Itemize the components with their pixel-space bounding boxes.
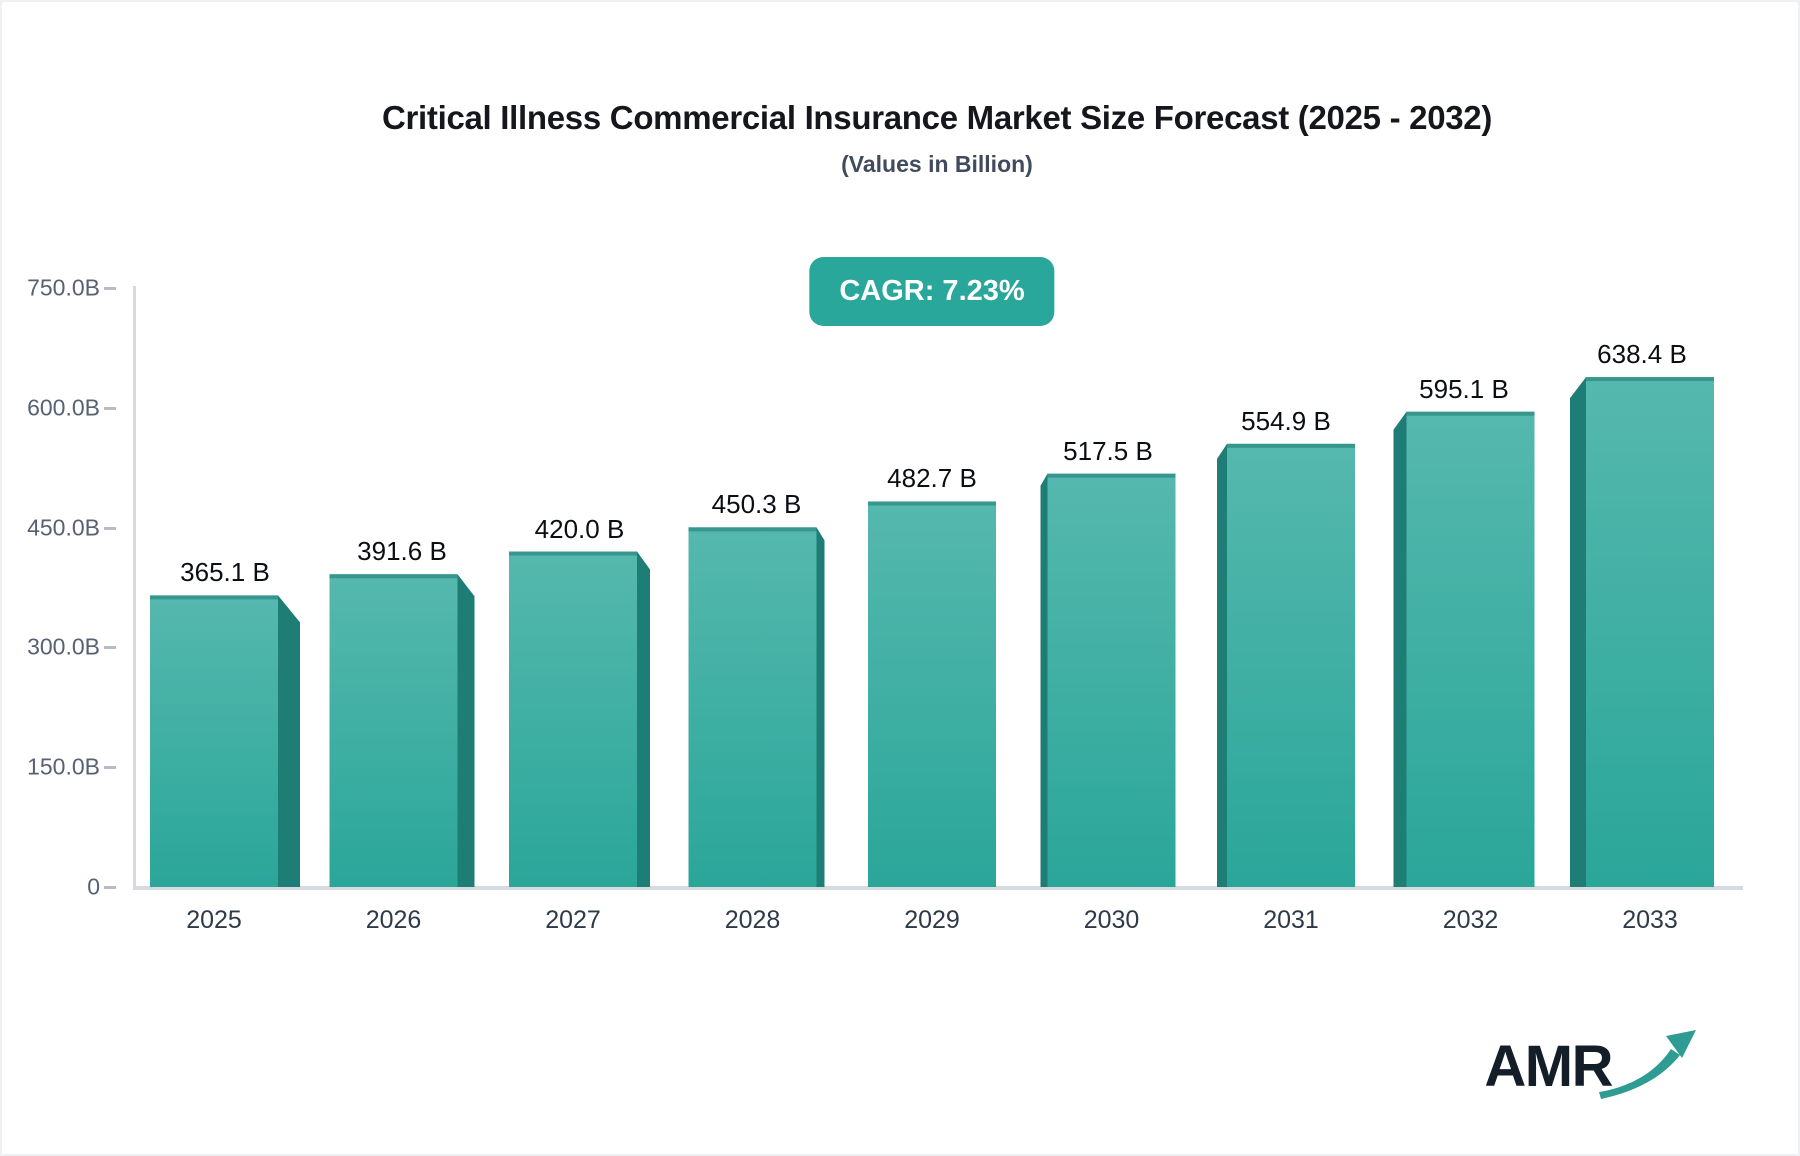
- bar-2031: [1227, 443, 1355, 887]
- chart-subtitle: (Values in Billion): [841, 151, 1033, 177]
- x-axis-label: 2027: [545, 906, 601, 934]
- bar-side-face-2032: [1393, 411, 1407, 887]
- bar-2032: [1406, 411, 1535, 887]
- page-title: Critical Illness Commercial Insurance Ma…: [381, 99, 1493, 136]
- y-axis-tick: [104, 406, 116, 410]
- x-axis-label: 2031: [1263, 906, 1319, 934]
- x-axis-label: 2025: [186, 906, 242, 934]
- bar-value-label: 554.9 B: [1241, 405, 1331, 436]
- bar-side-face-2026: [457, 574, 475, 887]
- bar-side-face-2028: [816, 527, 825, 887]
- bar-top-edge-2030: [1047, 473, 1176, 478]
- bar-2030: [1047, 473, 1176, 887]
- bar-top-edge-2028: [688, 527, 817, 532]
- y-axis-label: 750.0B: [27, 274, 100, 301]
- bar-side-face-2025: [278, 595, 300, 887]
- y-axis-tick: [104, 886, 116, 889]
- bar-top-edge-2029: [868, 501, 996, 506]
- x-axis-label: 2029: [904, 906, 960, 934]
- bar-2033: [1586, 377, 1714, 887]
- x-axis-label: 2030: [1083, 906, 1140, 934]
- y-axis-label: 0: [87, 873, 100, 900]
- cagr-badge: CAGR: 7.23%: [809, 257, 1055, 326]
- bar-top-edge-2026: [329, 574, 458, 579]
- bar-side-face-2027: [637, 551, 650, 887]
- x-axis-label: 2032: [1442, 906, 1499, 934]
- bar-2026: [329, 574, 458, 887]
- bar-side-face-2031: [1217, 443, 1227, 887]
- y-axis-tick: [104, 287, 116, 290]
- bar-value-label: 450.3 B: [711, 489, 802, 520]
- x-axis-label: 2026: [365, 906, 422, 934]
- bar-value-label: 365.1 B: [180, 557, 270, 588]
- y-axis-label: 450.0B: [27, 514, 100, 541]
- bar-top-edge-2032: [1406, 411, 1535, 416]
- bar-top-edge-2027: [509, 551, 637, 556]
- bar-value-label: 391.6 B: [357, 536, 447, 567]
- y-axis-line: [133, 286, 136, 890]
- bar-side-face-2033: [1570, 377, 1586, 887]
- bar-value-label: 482.7 B: [887, 463, 977, 494]
- bar-2025: [150, 595, 278, 887]
- bar-2029: [868, 501, 996, 887]
- bar-value-label: 420.0 B: [534, 513, 625, 544]
- bar-value-label: 638.4 B: [1597, 339, 1687, 370]
- amr-logo-text: AMR: [1484, 1034, 1613, 1099]
- x-axis-label: 2033: [1622, 906, 1678, 934]
- y-axis-label: 150.0B: [27, 753, 100, 780]
- y-axis-tick: [104, 646, 116, 650]
- y-axis-tick: [104, 526, 116, 530]
- bar-side-face-2030: [1040, 473, 1048, 887]
- bar-2027: [509, 551, 637, 887]
- bar-value-label: 595.1 B: [1419, 373, 1509, 404]
- bar-2028: [688, 527, 817, 887]
- x-axis-label: 2028: [724, 906, 781, 934]
- bar-top-edge-2033: [1586, 377, 1714, 382]
- bar-top-edge-2025: [150, 595, 278, 600]
- growth-arrow-icon: [1599, 1030, 1696, 1099]
- bar-top-edge-2031: [1227, 443, 1355, 448]
- bar-value-label: 517.5 B: [1063, 435, 1153, 466]
- y-axis-label: 600.0B: [27, 394, 100, 421]
- x-axis-line: [133, 886, 1743, 890]
- y-axis-label: 300.0B: [27, 633, 100, 660]
- y-axis-tick: [104, 766, 116, 770]
- amr-logo: AMR: [1484, 1024, 1700, 1110]
